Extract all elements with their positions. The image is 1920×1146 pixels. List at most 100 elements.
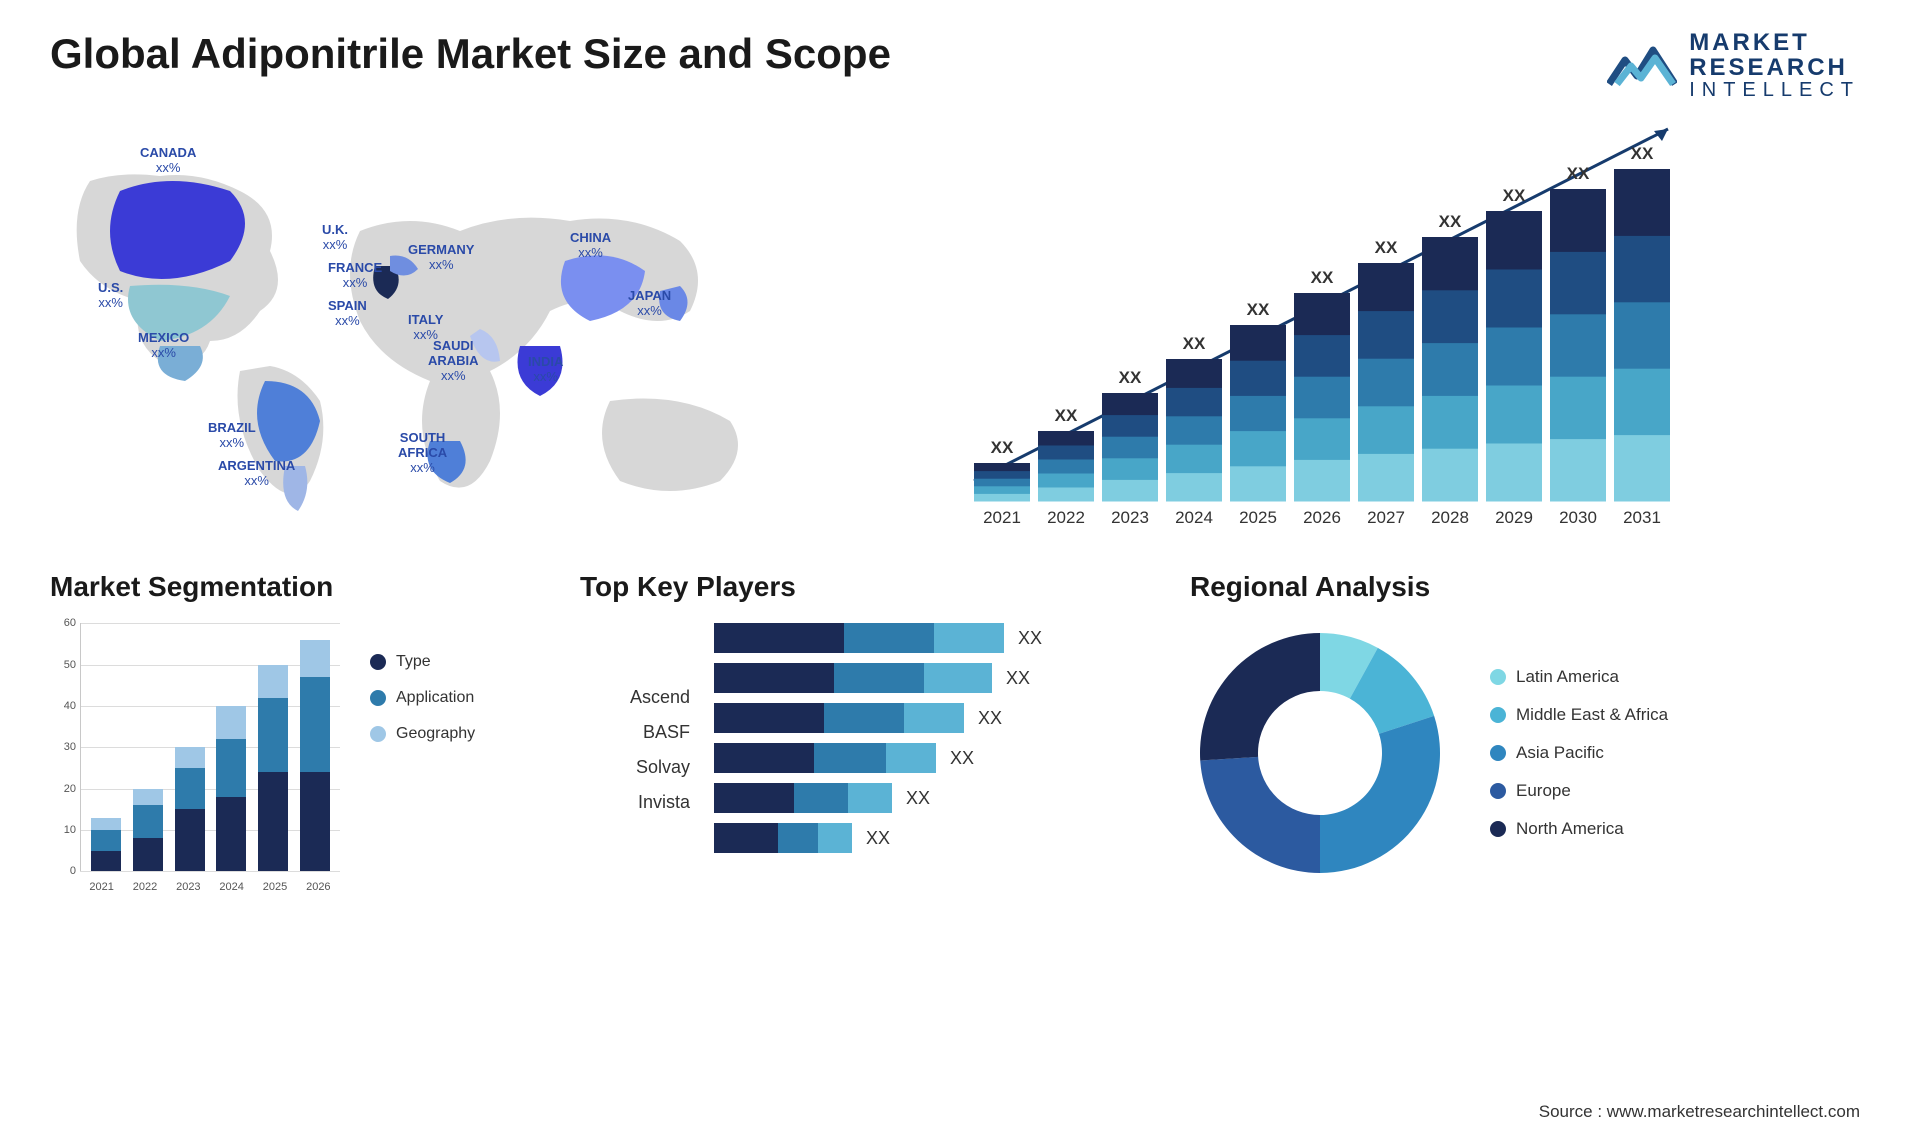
seg-segment [133, 838, 163, 871]
legend-label: Middle East & Africa [1516, 705, 1668, 725]
seg-segment [216, 739, 246, 797]
player-bar [714, 743, 936, 773]
svg-text:2029: 2029 [1495, 508, 1533, 527]
player-bar [714, 623, 1004, 653]
seg-segment [91, 818, 121, 830]
regional-legend-item: Europe [1490, 781, 1668, 801]
legend-swatch-icon [1490, 669, 1506, 685]
source-attribution: Source : www.marketresearchintellect.com [1539, 1102, 1860, 1122]
map-label-saudi-arabia: SAUDIARABIAxx% [428, 339, 479, 384]
svg-text:2027: 2027 [1367, 508, 1405, 527]
player-name: Invista [638, 792, 690, 813]
seg-bar [175, 747, 205, 871]
player-row: XX [714, 783, 1140, 813]
svg-text:XX: XX [1439, 212, 1462, 231]
seg-bars-box [80, 623, 340, 871]
player-bar [714, 703, 964, 733]
seg-segment [300, 772, 330, 871]
player-segment [778, 823, 818, 853]
seg-legend-item: Geography [370, 725, 475, 743]
legend-swatch-icon [370, 690, 386, 706]
seg-segment [175, 747, 205, 768]
regional-legend-item: Middle East & Africa [1490, 705, 1668, 725]
legend-swatch-icon [370, 654, 386, 670]
svg-text:2021: 2021 [983, 508, 1021, 527]
seg-xlabel: 2021 [87, 881, 117, 893]
seg-segment [258, 665, 288, 698]
player-bar [714, 663, 992, 693]
seg-segment [300, 640, 330, 677]
map-label-brazil: BRAZILxx% [208, 421, 256, 451]
svg-text:2026: 2026 [1303, 508, 1341, 527]
map-label-mexico: MEXICOxx% [138, 331, 189, 361]
map-label-china: CHINAxx% [570, 231, 611, 261]
growth-chart: XX2021XX2022XX2023XX2024XX2025XX2026XX20… [960, 121, 1860, 541]
player-row: XX [714, 703, 1140, 733]
player-segment [844, 623, 934, 653]
regional-title: Regional Analysis [1190, 571, 1860, 603]
seg-ytick: 60 [50, 617, 76, 629]
player-row: XX [714, 623, 1140, 653]
legend-label: Europe [1516, 781, 1571, 801]
player-segment [904, 703, 964, 733]
map-label-canada: CANADAxx% [140, 146, 196, 176]
svg-text:XX: XX [1119, 368, 1142, 387]
seg-segment [216, 706, 246, 739]
segmentation-bars: 0102030405060202120222023202420252026 [50, 623, 340, 893]
seg-xlabel: 2026 [303, 881, 333, 893]
legend-label: Application [396, 689, 474, 707]
svg-text:XX: XX [1055, 406, 1078, 425]
svg-text:XX: XX [1183, 334, 1206, 353]
svg-text:XX: XX [1503, 186, 1526, 205]
player-segment [834, 663, 924, 693]
regional-legend: Latin AmericaMiddle East & AfricaAsia Pa… [1490, 667, 1668, 839]
player-name: BASF [643, 722, 690, 743]
world-map-icon [30, 121, 930, 521]
seg-segment [300, 677, 330, 772]
player-segment [714, 703, 824, 733]
players-labels: AscendBASFSolvayInvista [580, 623, 690, 853]
legend-label: Type [396, 653, 431, 671]
svg-text:XX: XX [991, 438, 1014, 457]
logo-text-2: RESEARCH [1689, 55, 1860, 80]
map-label-u-k-: U.K.xx% [322, 223, 348, 253]
seg-segment [258, 698, 288, 772]
svg-text:2028: 2028 [1431, 508, 1469, 527]
svg-text:XX: XX [1375, 238, 1398, 257]
logo-text-1: MARKET [1689, 30, 1860, 55]
player-segment [824, 703, 904, 733]
legend-label: Asia Pacific [1516, 743, 1604, 763]
svg-text:XX: XX [1247, 300, 1270, 319]
seg-segment [258, 772, 288, 871]
legend-swatch-icon [1490, 821, 1506, 837]
seg-bar [300, 640, 330, 871]
seg-bar [216, 706, 246, 871]
map-label-japan: JAPANxx% [628, 289, 671, 319]
svg-text:XX: XX [1631, 144, 1654, 163]
seg-segment [133, 805, 163, 838]
player-value: XX [866, 828, 890, 849]
legend-label: North America [1516, 819, 1624, 839]
map-label-argentina: ARGENTINAxx% [218, 459, 295, 489]
player-value: XX [950, 748, 974, 769]
svg-text:2022: 2022 [1047, 508, 1085, 527]
seg-bar [258, 665, 288, 872]
regional-legend-item: Asia Pacific [1490, 743, 1668, 763]
map-label-u-s-: U.S.xx% [98, 281, 123, 311]
player-segment [848, 783, 892, 813]
seg-ytick: 30 [50, 741, 76, 753]
seg-ytick: 50 [50, 659, 76, 671]
svg-text:2024: 2024 [1175, 508, 1213, 527]
svg-text:XX: XX [1311, 268, 1334, 287]
player-segment [818, 823, 852, 853]
regional-legend-item: North America [1490, 819, 1668, 839]
seg-ytick: 0 [50, 865, 76, 877]
players-bars: XXXXXXXXXXXX [714, 623, 1140, 853]
map-label-france: FRANCExx% [328, 261, 382, 291]
seg-segment [133, 789, 163, 806]
seg-gridline [80, 871, 340, 872]
player-segment [814, 743, 886, 773]
seg-segment [91, 851, 121, 872]
seg-xlabel: 2023 [173, 881, 203, 893]
seg-segment [175, 809, 205, 871]
